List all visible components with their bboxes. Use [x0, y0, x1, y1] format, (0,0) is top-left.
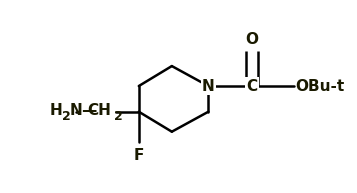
Text: OBu-t: OBu-t	[295, 79, 345, 94]
Text: C: C	[246, 79, 257, 94]
Text: —: —	[81, 103, 96, 118]
Text: 2: 2	[114, 110, 122, 123]
Text: CH: CH	[87, 103, 111, 118]
Text: O: O	[245, 32, 258, 47]
Text: N: N	[202, 79, 215, 94]
Text: 2: 2	[62, 110, 71, 123]
Text: H: H	[50, 103, 63, 118]
Text: F: F	[134, 148, 144, 163]
Text: N: N	[70, 103, 83, 118]
